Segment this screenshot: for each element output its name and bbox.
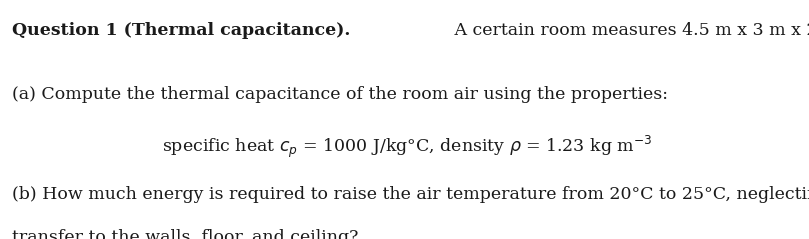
- Text: (a) Compute the thermal capacitance of the room air using the properties:: (a) Compute the thermal capacitance of t…: [12, 86, 668, 103]
- Text: (b) How much energy is required to raise the air temperature from 20°C to 25°C, : (b) How much energy is required to raise…: [12, 186, 809, 203]
- Text: A certain room measures 4.5 m x 3 m x 2.5 m.: A certain room measures 4.5 m x 3 m x 2.…: [449, 22, 809, 38]
- Text: transfer to the walls, floor, and ceiling?: transfer to the walls, floor, and ceilin…: [12, 229, 358, 239]
- Text: specific heat $c_p$ = 1000 J/kg°C, density $\rho$ = 1.23 kg m$^{-3}$: specific heat $c_p$ = 1000 J/kg°C, densi…: [162, 134, 652, 160]
- Text: Question 1 (Thermal capacitance).: Question 1 (Thermal capacitance).: [12, 22, 350, 38]
